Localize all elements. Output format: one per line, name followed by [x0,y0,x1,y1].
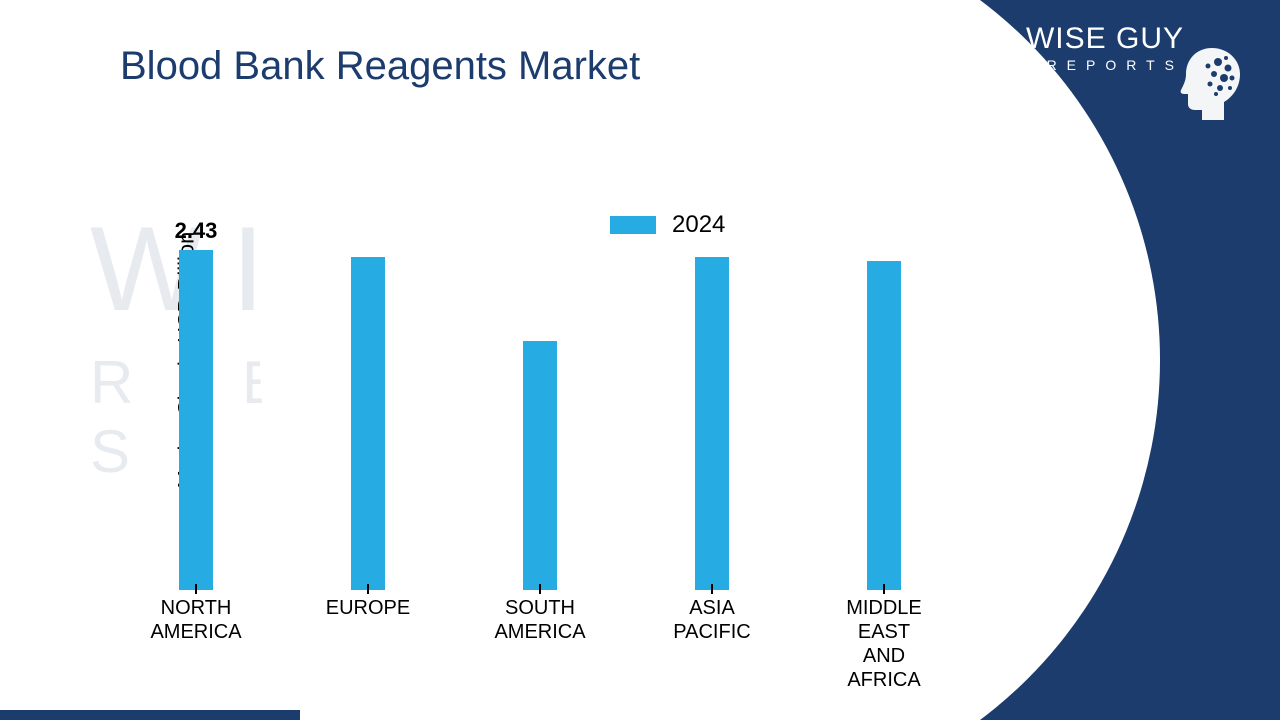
bar [867,261,901,590]
bottom-accent-bar [0,710,300,720]
chart-title: Blood Bank Reagents Market [120,44,640,89]
x-category-label: EUROPE [282,596,454,620]
brand-name-line2: REPORTS [1026,58,1184,72]
x-tick [539,584,541,594]
x-tick [195,584,197,594]
bar-chart: 2.43 [110,170,970,590]
x-tick [883,584,885,594]
bar [523,341,557,590]
bar [179,250,213,590]
page: WISE GUY R E P O R T S WISE GUY REPORTS … [0,0,1280,720]
x-category-label: SOUTH AMERICA [454,596,626,644]
bar [695,257,729,590]
x-category-label: NORTH AMERICA [110,596,282,644]
brand-logo: WISE GUY REPORTS [1026,24,1248,72]
x-tick [367,584,369,594]
brand-name-line1: WISE GUY [1026,24,1184,54]
plot-area: 2.43 [110,170,970,590]
x-category-label: MIDDLE EAST AND AFRICA [798,596,970,692]
x-category-label: ASIA PACIFIC [626,596,798,644]
x-tick [711,584,713,594]
bar [351,257,385,590]
bar-value-label: 2.43 [175,218,218,244]
